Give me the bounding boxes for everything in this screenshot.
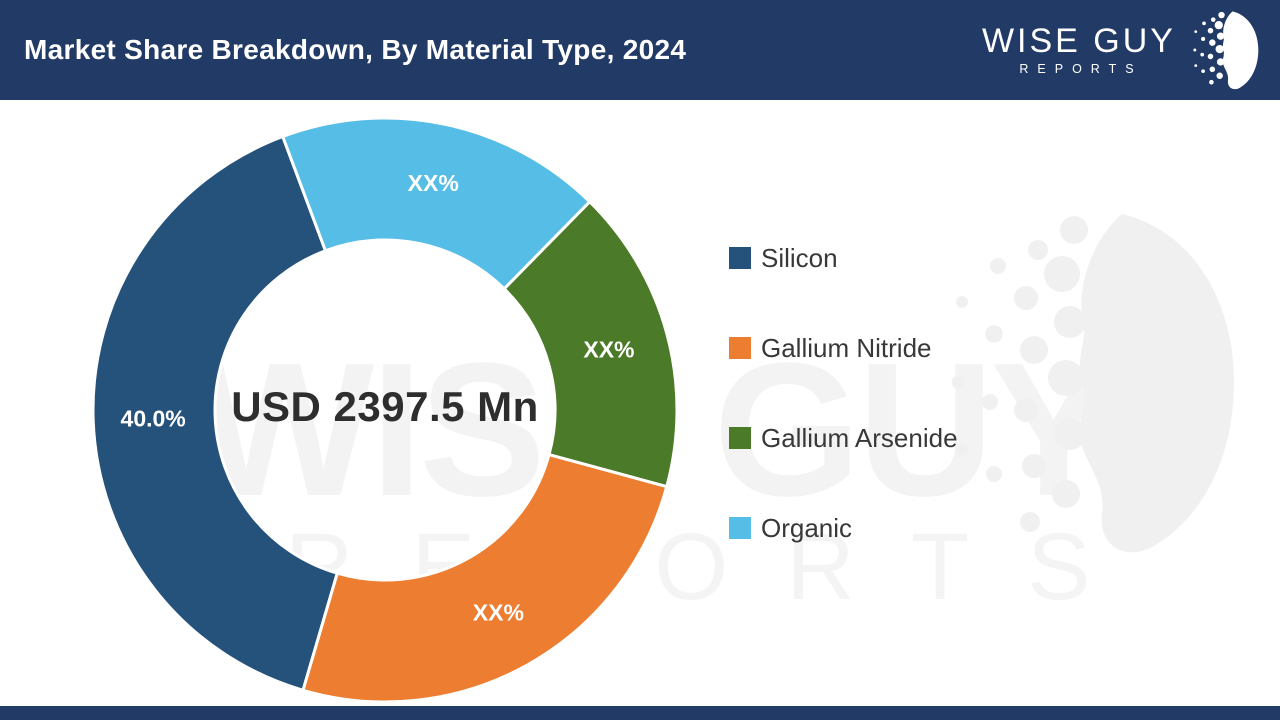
- legend-swatch-gallium-arsenide: [729, 427, 751, 449]
- donut-segment-organic: [281, 116, 592, 291]
- page-title: Market Share Breakdown, By Material Type…: [24, 34, 687, 65]
- wise-guy-logo: WISE GUY REPORTS: [982, 7, 1280, 93]
- donut-segment-silicon: [91, 134, 339, 692]
- chart-center-value: USD 2397.5 Mn: [231, 383, 539, 430]
- donut-segment-gallium-nitride: [301, 453, 669, 704]
- chart-legend: Silicon Gallium Nitride Gallium Arsenide…: [729, 238, 958, 598]
- legend-label-organic: Organic: [761, 512, 853, 543]
- logo-head-icon: [1193, 11, 1259, 90]
- footer-bar: [0, 706, 1280, 720]
- legend-item-organic: Organic: [729, 508, 958, 548]
- chart-area: WISE GUY REPORTS 40.0% XX% XX% XX% USD 2397…: [0, 100, 1280, 706]
- slice-label-gallium-arsenide: XX%: [583, 336, 634, 362]
- slice-label-organic: XX%: [408, 170, 459, 196]
- legend-swatch-gallium-nitride: [729, 337, 751, 359]
- legend-item-gallium-arsenide: Gallium Arsenide: [729, 418, 958, 458]
- logo-wordmark: WISE GUY: [981, 22, 1176, 61]
- legend-item-silicon: Silicon: [729, 238, 958, 278]
- slice-label-silicon: 40.0%: [121, 406, 186, 432]
- header-bar: Market Share Breakdown, By Material Type…: [0, 0, 1280, 100]
- legend-label-silicon: Silicon: [761, 242, 838, 273]
- logo-text: WISE GUY REPORTS: [982, 24, 1176, 76]
- legend-swatch-organic: [729, 517, 751, 539]
- donut-segment-gallium-arsenide: [502, 200, 679, 489]
- legend-label-gallium-arsenide: Gallium Arsenide: [761, 422, 958, 453]
- legend-swatch-silicon: [729, 247, 751, 269]
- slice-label-gallium-nitride: XX%: [473, 599, 524, 625]
- logo-subtitle: REPORTS: [1019, 62, 1143, 77]
- legend-item-gallium-nitride: Gallium Nitride: [729, 328, 958, 368]
- legend-label-gallium-nitride: Gallium Nitride: [761, 332, 932, 363]
- donut-chart: 40.0% XX% XX% XX%: [91, 116, 679, 704]
